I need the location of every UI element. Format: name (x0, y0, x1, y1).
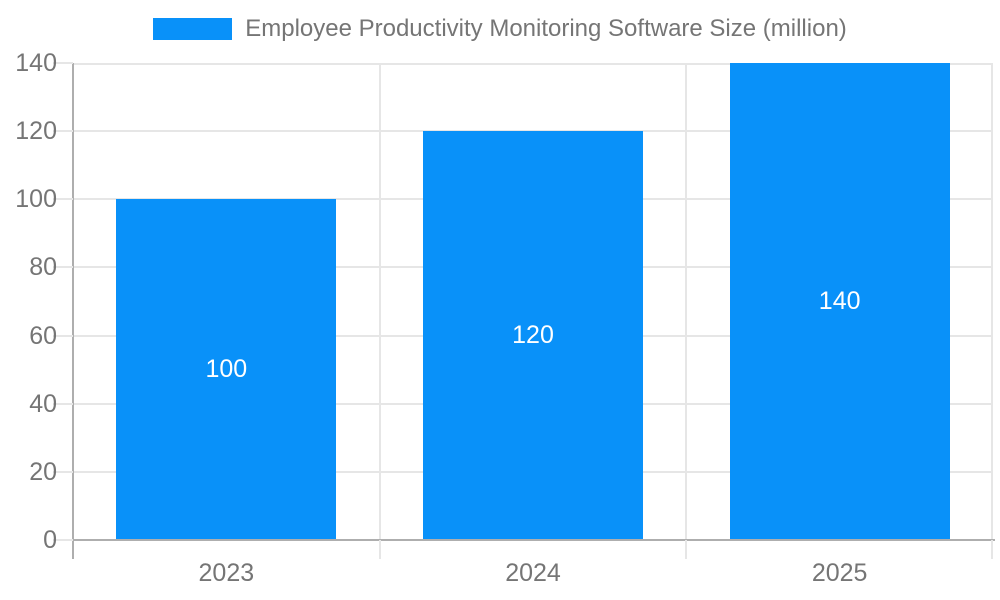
gridline-horizontal-140 (73, 63, 993, 65)
plot-area: 100 120 140 (73, 63, 993, 540)
y-axis-tick-label: 120 (15, 117, 57, 146)
y-axis-tick-label: 60 (29, 321, 57, 350)
y-axis-tick-20 (53, 470, 73, 473)
gridline-vertical-3 (991, 63, 993, 540)
bar-2023[interactable]: 100 (116, 199, 337, 540)
bar-value-label: 140 (818, 287, 861, 315)
legend-swatch-icon (153, 18, 233, 40)
y-axis-tick-label: 20 (29, 457, 57, 486)
bar-value-label: 100 (205, 355, 248, 384)
x-axis-tick-label: 2024 (505, 559, 561, 587)
x-axis-tick-label: 2023 (198, 559, 255, 587)
gridline-vertical-2 (685, 63, 688, 540)
bar-value-label: 120 (512, 321, 554, 350)
y-axis-tick-100 (53, 198, 73, 201)
gridline-horizontal-120 (73, 130, 993, 133)
x-axis-tick-1 (378, 540, 381, 559)
y-axis-tick-0 (53, 539, 73, 541)
y-axis-tick-label: 100 (15, 185, 57, 214)
y-axis-tick-label: 140 (15, 49, 57, 77)
y-axis-tick-140 (53, 62, 73, 64)
gridline-vertical-1 (378, 63, 381, 540)
x-axis-tick-3 (991, 540, 993, 559)
y-axis-tick-label: 40 (29, 389, 57, 418)
x-axis-tick-2 (685, 540, 688, 559)
y-axis-tick-120 (53, 130, 73, 133)
y-axis-tick-label: 0 (43, 526, 57, 554)
y-axis-line (72, 63, 74, 559)
y-axis-tick-80 (53, 266, 73, 269)
y-axis-tick-label: 80 (29, 253, 57, 282)
bar-2025[interactable]: 140 (729, 63, 950, 540)
x-axis-tick-label: 2025 (811, 559, 868, 587)
y-axis-tick-40 (53, 402, 73, 405)
chart-legend[interactable]: Employee Productivity Monitoring Softwar… (0, 15, 1000, 43)
y-axis-tick-60 (53, 334, 73, 337)
x-axis-baseline (71, 539, 995, 541)
bar-2024[interactable]: 120 (423, 131, 643, 540)
legend-label: Employee Productivity Monitoring Softwar… (245, 15, 847, 42)
